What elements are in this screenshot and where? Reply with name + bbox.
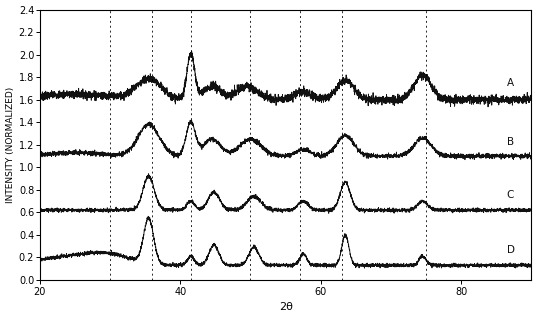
Text: A: A (507, 78, 514, 88)
Y-axis label: INTENSITY (NORMALIZED): INTENSITY (NORMALIZED) (5, 86, 14, 203)
Text: B: B (507, 137, 514, 148)
Text: D: D (507, 245, 515, 254)
X-axis label: 2θ: 2θ (279, 302, 293, 313)
Text: C: C (507, 190, 514, 200)
